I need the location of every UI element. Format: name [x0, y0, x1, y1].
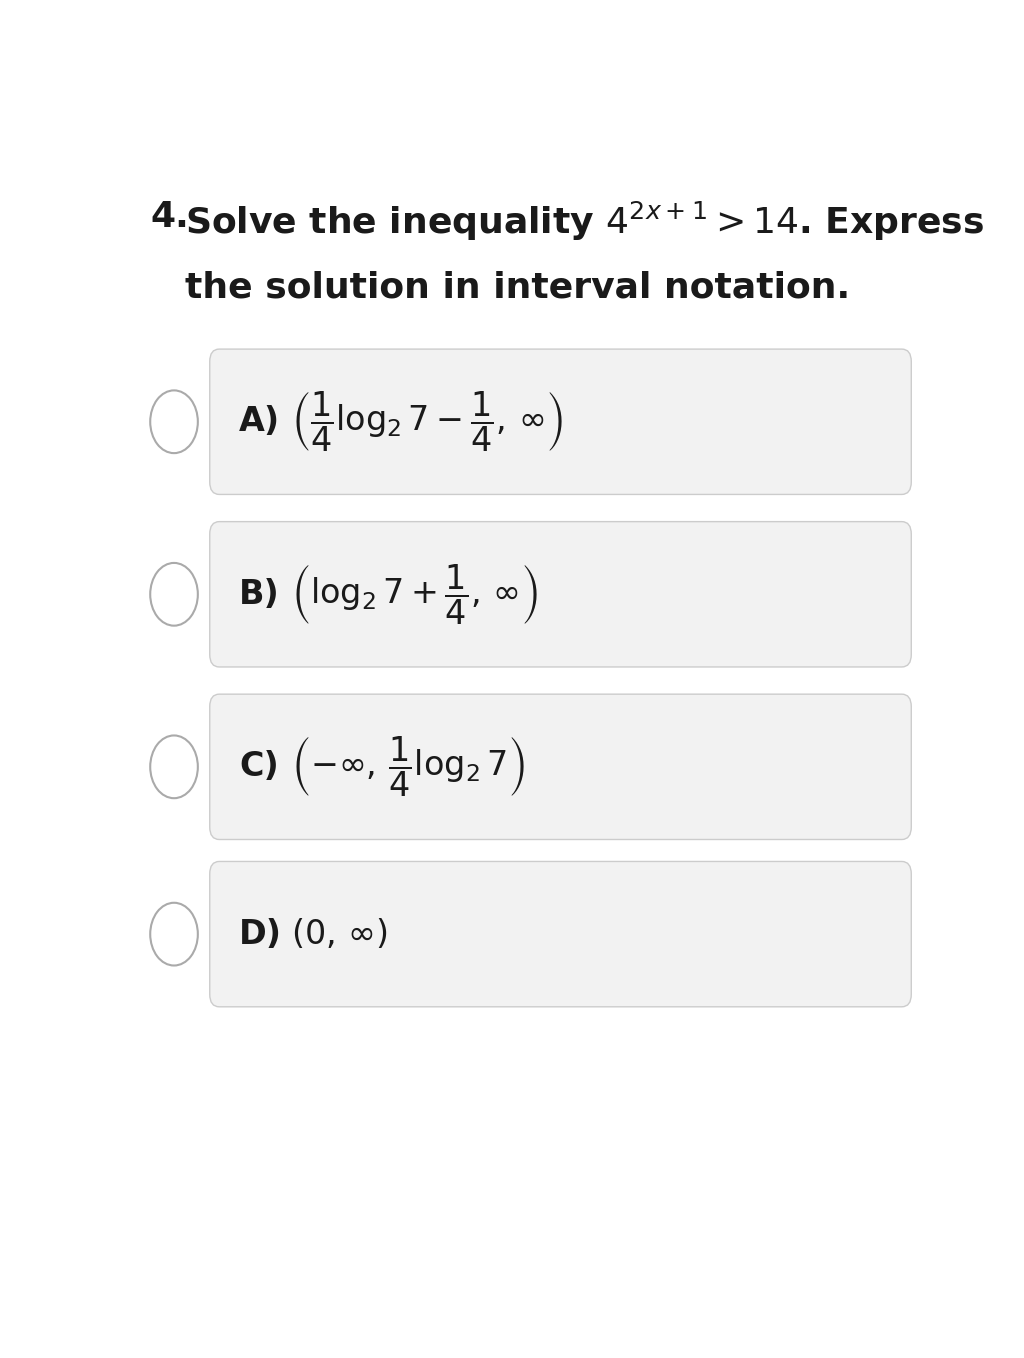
Text: Solve the inequality $4^{2x+1} > 14$. Express: Solve the inequality $4^{2x+1} > 14$. Ex… [185, 200, 984, 243]
Circle shape [151, 903, 198, 966]
Text: 4.: 4. [151, 200, 189, 234]
FancyBboxPatch shape [210, 521, 911, 667]
Text: B): B) [240, 577, 280, 611]
FancyBboxPatch shape [210, 694, 911, 839]
Text: A): A) [240, 405, 281, 439]
Text: D): D) [240, 918, 282, 951]
Text: C): C) [240, 751, 279, 784]
Text: $\left(\dfrac{1}{4}\log_2 7 - \dfrac{1}{4},\, \infty\right)$: $\left(\dfrac{1}{4}\log_2 7 - \dfrac{1}{… [291, 390, 563, 454]
FancyBboxPatch shape [210, 861, 911, 1006]
Text: $\left(\log_2 7 + \dfrac{1}{4},\, \infty\right)$: $\left(\log_2 7 + \dfrac{1}{4},\, \infty… [291, 562, 538, 626]
Text: $\left(0,\, \infty\right)$: $\left(0,\, \infty\right)$ [291, 917, 387, 951]
FancyBboxPatch shape [210, 349, 911, 494]
Circle shape [151, 390, 198, 454]
Circle shape [151, 564, 198, 626]
Text: the solution in interval notation.: the solution in interval notation. [185, 270, 850, 304]
Circle shape [151, 736, 198, 799]
Text: $\left(-\infty,\, \dfrac{1}{4}\log_2 7\right)$: $\left(-\infty,\, \dfrac{1}{4}\log_2 7\r… [291, 735, 524, 799]
